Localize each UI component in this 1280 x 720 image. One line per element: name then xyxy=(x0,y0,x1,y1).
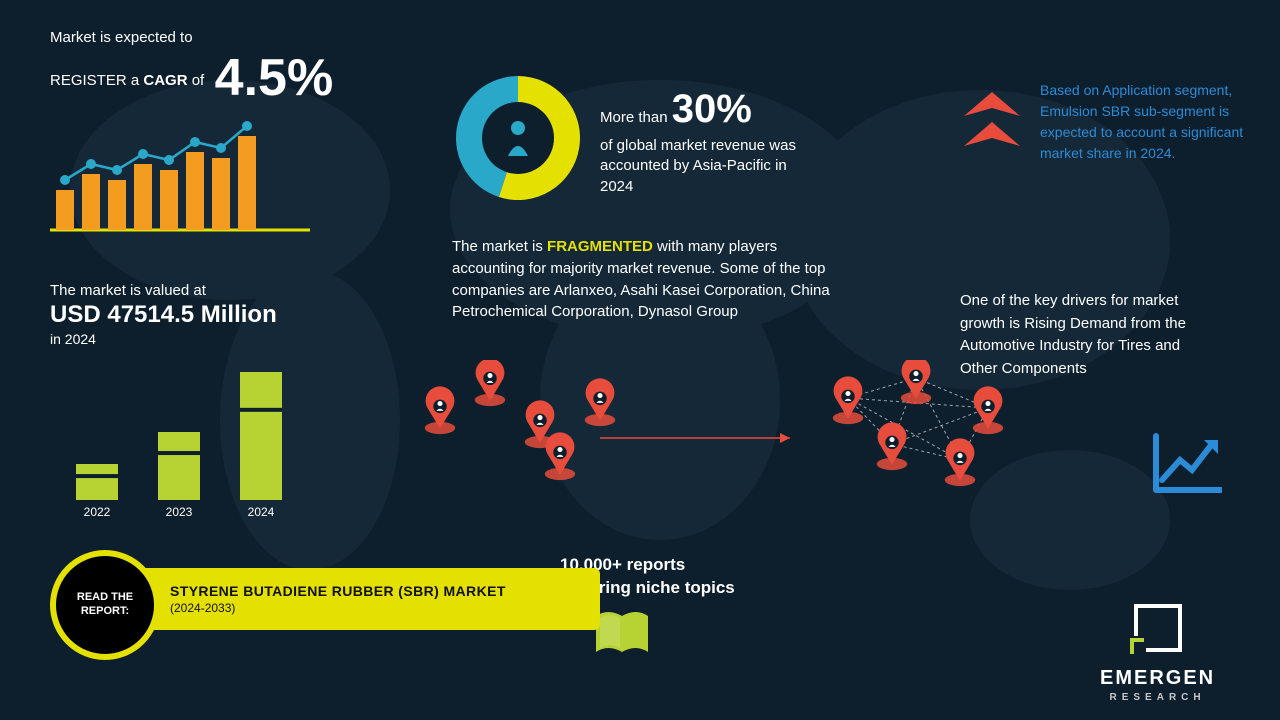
valuation-block: The market is valued at USD 47514.5 Mill… xyxy=(50,282,370,347)
reports-text: 10,000+ reports covering niche topics xyxy=(560,554,860,600)
frag-pre: The market is xyxy=(452,238,547,255)
donut-pre: More than xyxy=(600,109,672,126)
donut-chart xyxy=(448,68,588,213)
reports-l1: 10,000+ reports xyxy=(560,554,860,577)
pill-circle: READ THE REPORT: xyxy=(50,550,160,660)
val-l1: The market is valued at xyxy=(50,282,370,299)
reports-l2: covering niche topics xyxy=(560,577,860,600)
svg-text:2022: 2022 xyxy=(84,505,111,519)
donut-big: 30% xyxy=(672,87,752,131)
logo-mark-icon xyxy=(1130,600,1186,656)
val-l2: USD 47514.5 Million xyxy=(50,301,370,329)
donut-rest: of global market revenue was accounted b… xyxy=(600,137,796,195)
pins-right-cluster xyxy=(820,360,1040,500)
read-report-pill[interactable]: READ THE REPORT: STYRENE BUTADIENE RUBBE… xyxy=(50,560,570,638)
val-l3: in 2024 xyxy=(50,331,370,347)
svg-text:2024: 2024 xyxy=(248,505,275,519)
book-icon xyxy=(592,608,652,662)
cagr-bar-line-chart xyxy=(50,114,310,244)
growth-arrow-icon xyxy=(1150,430,1230,500)
logo-name: EMERGEN xyxy=(1100,667,1215,690)
pins-arrow xyxy=(600,428,810,448)
pill-bar: STYRENE BUTADIENE RUBBER (SBR) MARKET (2… xyxy=(108,568,600,630)
frag-highlight: FRAGMENTED xyxy=(547,238,653,255)
application-text: Based on Application segment, Emulsion S… xyxy=(1040,80,1250,164)
emergen-logo: EMERGEN RESEARCH xyxy=(1100,600,1215,703)
svg-text:2023: 2023 xyxy=(166,505,193,519)
cagr-lead-2: REGISTER a xyxy=(50,72,143,89)
cagr-value: 4.5% xyxy=(215,48,334,108)
cagr-block: Market is expected to REGISTER a CAGR of… xyxy=(50,28,370,249)
valuation-bar-chart: 2022 2023 2024 xyxy=(66,350,366,520)
cagr-lead-3: of xyxy=(188,72,205,89)
pill-title: STYRENE BUTADIENE RUBBER (SBR) MARKET xyxy=(170,583,600,599)
fragmented-text: The market is FRAGMENTED with many playe… xyxy=(452,236,832,323)
cagr-bold: CAGR xyxy=(143,72,187,89)
cagr-lead-1: Market is expected to xyxy=(50,29,193,46)
chevron-icon xyxy=(960,84,1030,153)
pill-sub: (2024-2033) xyxy=(170,601,600,615)
donut-text: More than 30% of global market revenue w… xyxy=(600,82,820,197)
logo-sub: RESEARCH xyxy=(1100,692,1215,703)
